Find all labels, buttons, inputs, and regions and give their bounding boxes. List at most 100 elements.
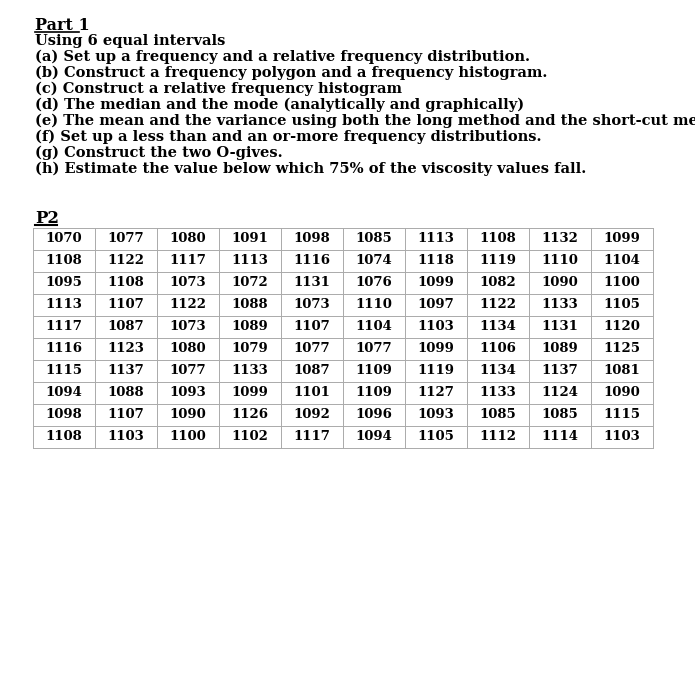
Text: 1099: 1099 [418,342,455,356]
Text: 1099: 1099 [603,232,640,246]
Text: 1113: 1113 [418,232,455,246]
Text: 1077: 1077 [294,342,330,356]
Text: 1133: 1133 [480,386,516,400]
Text: 1092: 1092 [293,409,330,421]
Text: (f) Set up a less than and an or-more frequency distributions.: (f) Set up a less than and an or-more fr… [35,130,541,144]
Text: 1118: 1118 [418,255,455,267]
Text: 1107: 1107 [108,409,145,421]
Text: 1095: 1095 [46,276,83,290]
Text: 1085: 1085 [480,409,516,421]
Text: 1088: 1088 [231,298,268,312]
Text: 1109: 1109 [356,365,393,377]
Text: 1073: 1073 [294,298,330,312]
Text: 1070: 1070 [46,232,82,246]
Text: 1082: 1082 [480,276,516,290]
Text: 1089: 1089 [231,321,268,333]
Text: 1090: 1090 [604,386,640,400]
Text: 1094: 1094 [46,386,83,400]
Text: 1116: 1116 [45,342,83,356]
Text: 1094: 1094 [356,430,393,444]
Text: 1112: 1112 [480,430,516,444]
Text: 1077: 1077 [108,232,145,246]
Text: (d) The median and the mode (analytically and graphically): (d) The median and the mode (analyticall… [35,98,524,113]
Text: 1073: 1073 [170,321,206,333]
Text: 1116: 1116 [293,255,331,267]
Text: 1091: 1091 [231,232,268,246]
Text: 1101: 1101 [293,386,330,400]
Text: 1080: 1080 [170,342,206,356]
Text: 1109: 1109 [356,386,393,400]
Text: 1127: 1127 [418,386,455,400]
Text: 1113: 1113 [46,298,83,312]
Text: 1134: 1134 [480,321,516,333]
Text: 1072: 1072 [231,276,268,290]
Text: (b) Construct a frequency polygon and a frequency histogram.: (b) Construct a frequency polygon and a … [35,66,548,80]
Text: 1100: 1100 [170,430,206,444]
Text: 1087: 1087 [294,365,330,377]
Text: 1100: 1100 [604,276,640,290]
Text: 1077: 1077 [170,365,206,377]
Text: 1103: 1103 [108,430,145,444]
Text: 1117: 1117 [293,430,330,444]
Text: 1108: 1108 [46,430,83,444]
Text: 1077: 1077 [356,342,392,356]
Text: Using 6 equal intervals: Using 6 equal intervals [35,34,225,48]
Text: 1119: 1119 [418,365,455,377]
Text: 1080: 1080 [170,232,206,246]
Text: 1079: 1079 [231,342,268,356]
Text: (c) Construct a relative frequency histogram: (c) Construct a relative frequency histo… [35,82,402,97]
Text: 1081: 1081 [604,365,640,377]
Text: 1122: 1122 [170,298,206,312]
Text: 1123: 1123 [108,342,145,356]
Text: 1103: 1103 [418,321,455,333]
Text: (a) Set up a frequency and a relative frequency distribution.: (a) Set up a frequency and a relative fr… [35,50,530,64]
Text: 1098: 1098 [46,409,83,421]
Text: 1137: 1137 [108,365,145,377]
Text: 1090: 1090 [170,409,206,421]
Text: 1124: 1124 [541,386,578,400]
Text: 1076: 1076 [356,276,393,290]
Text: 1120: 1120 [603,321,640,333]
Text: 1133: 1133 [541,298,578,312]
Text: 1131: 1131 [293,276,330,290]
Text: 1113: 1113 [231,255,268,267]
Text: 1108: 1108 [480,232,516,246]
Text: 1099: 1099 [418,276,455,290]
Text: 1074: 1074 [356,255,393,267]
Text: 1093: 1093 [170,386,206,400]
Text: 1115: 1115 [45,365,83,377]
Text: 1117: 1117 [170,255,206,267]
Text: 1097: 1097 [418,298,455,312]
Text: 1114: 1114 [541,430,578,444]
Text: 1104: 1104 [603,255,640,267]
Text: 1087: 1087 [108,321,145,333]
Text: 1089: 1089 [541,342,578,356]
Text: 1122: 1122 [480,298,516,312]
Text: 1107: 1107 [108,298,145,312]
Text: 1093: 1093 [418,409,455,421]
Text: 1085: 1085 [356,232,393,246]
Text: 1103: 1103 [604,430,640,444]
Text: 1125: 1125 [603,342,641,356]
Text: 1096: 1096 [356,409,393,421]
Text: (h) Estimate the value below which 75% of the viscosity values fall.: (h) Estimate the value below which 75% o… [35,162,587,176]
Text: 1126: 1126 [231,409,268,421]
Text: 1108: 1108 [46,255,83,267]
Text: P2: P2 [35,210,59,227]
Text: 1073: 1073 [170,276,206,290]
Text: 1105: 1105 [418,430,455,444]
Text: 1117: 1117 [46,321,83,333]
Text: 1122: 1122 [108,255,145,267]
Text: 1132: 1132 [541,232,578,246]
Text: 1110: 1110 [356,298,393,312]
Text: 1119: 1119 [480,255,516,267]
Text: 1102: 1102 [231,430,268,444]
Text: 1106: 1106 [480,342,516,356]
Text: 1108: 1108 [108,276,145,290]
Text: 1099: 1099 [231,386,268,400]
Text: 1104: 1104 [356,321,393,333]
Text: 1131: 1131 [541,321,578,333]
Text: 1105: 1105 [603,298,640,312]
Text: (g) Construct the two O-gives.: (g) Construct the two O-gives. [35,146,283,160]
Text: 1133: 1133 [231,365,268,377]
